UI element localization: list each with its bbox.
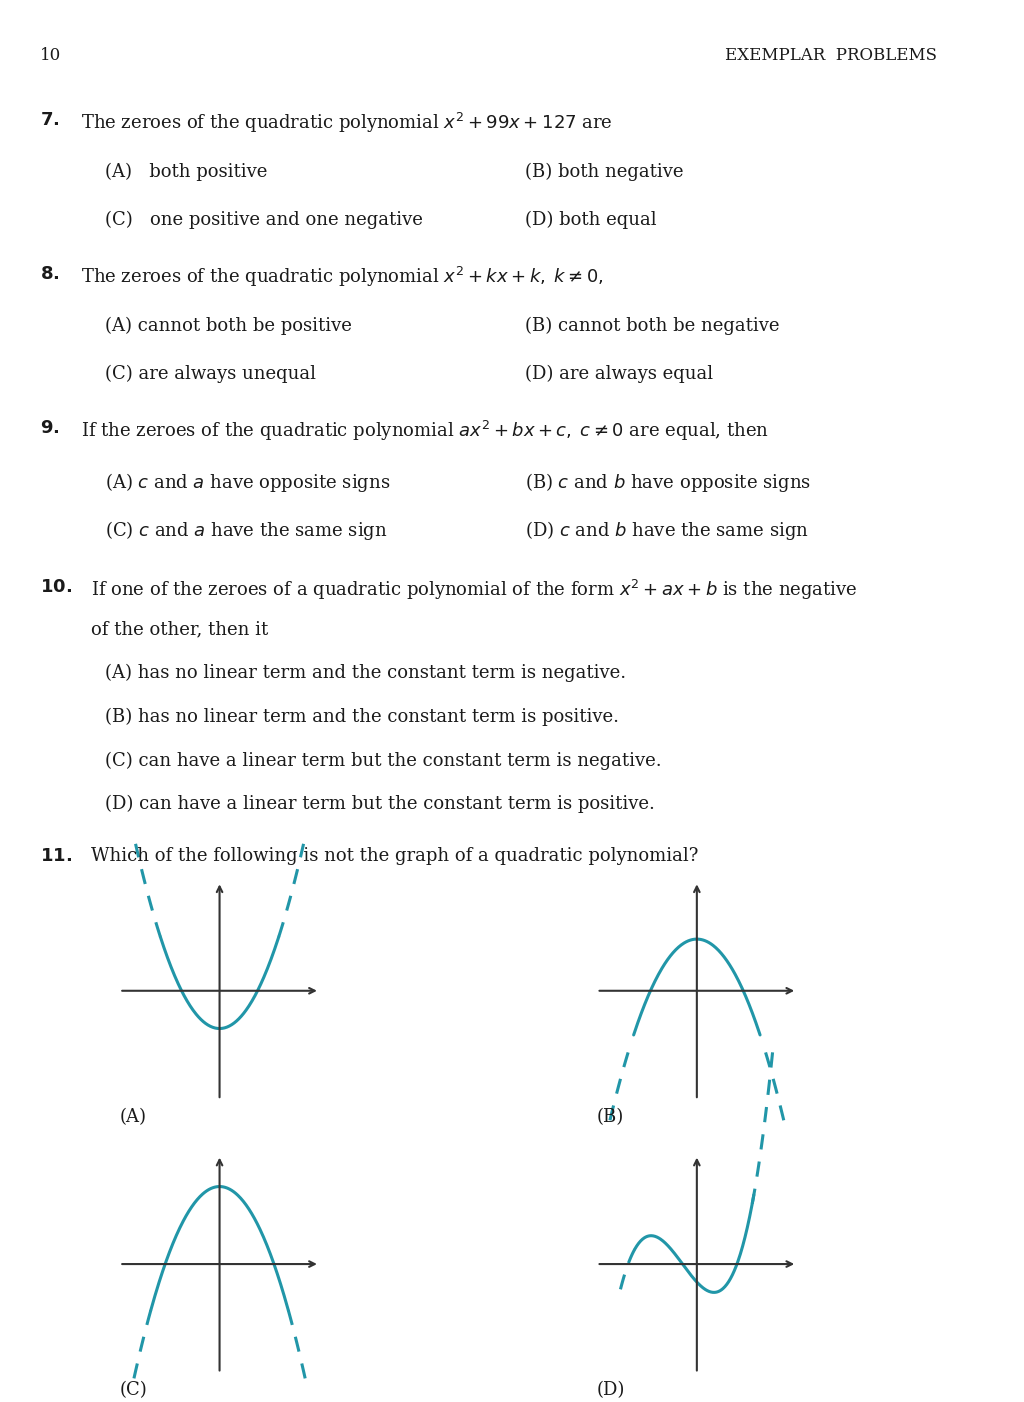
Text: (D) are always equal: (D) are always equal: [525, 365, 713, 383]
Text: (A) has no linear term and the constant term is negative.: (A) has no linear term and the constant …: [105, 663, 626, 683]
Text: (C) $c$ and $a$ have the same sign: (C) $c$ and $a$ have the same sign: [105, 519, 388, 541]
Text: 10: 10: [40, 46, 61, 63]
Text: EXEMPLAR  PROBLEMS: EXEMPLAR PROBLEMS: [725, 46, 937, 63]
Text: $\mathbf{8.}$: $\mathbf{8.}$: [40, 265, 59, 283]
Text: of the other, then it: of the other, then it: [91, 620, 268, 638]
Text: $\mathbf{10.}$: $\mathbf{10.}$: [40, 579, 72, 596]
Text: The zeroes of the quadratic polynomial $x^2 + kx + k,\; k \neq 0,$: The zeroes of the quadratic polynomial $…: [81, 265, 604, 289]
Text: (A) $c$ and $a$ have opposite signs: (A) $c$ and $a$ have opposite signs: [105, 471, 390, 494]
Text: (A)   both positive: (A) both positive: [105, 163, 267, 181]
Text: (D) both equal: (D) both equal: [525, 210, 656, 229]
Text: (D) $c$ and $b$ have the same sign: (D) $c$ and $b$ have the same sign: [525, 519, 809, 541]
Text: $\mathbf{7.}$: $\mathbf{7.}$: [40, 111, 59, 129]
Text: (A) cannot both be positive: (A) cannot both be positive: [105, 317, 352, 335]
Text: (B): (B): [597, 1108, 624, 1126]
Text: $\mathbf{9.}$: $\mathbf{9.}$: [40, 419, 59, 437]
Text: If the zeroes of the quadratic polynomial $ax^2 + bx + c,\; c \neq 0$ are equal,: If the zeroes of the quadratic polynomia…: [81, 419, 769, 443]
Text: (B) cannot both be negative: (B) cannot both be negative: [525, 317, 779, 335]
Text: (D) can have a linear term but the constant term is positive.: (D) can have a linear term but the const…: [105, 795, 655, 813]
Text: (C): (C): [120, 1381, 147, 1399]
Text: (D): (D): [597, 1381, 625, 1399]
Text: (C) are always unequal: (C) are always unequal: [105, 365, 316, 383]
Text: (B) $c$ and $b$ have opposite signs: (B) $c$ and $b$ have opposite signs: [525, 471, 811, 494]
Text: (C) can have a linear term but the constant term is negative.: (C) can have a linear term but the const…: [105, 751, 662, 770]
Text: The zeroes of the quadratic polynomial $x^2 + 99x + 127$ are: The zeroes of the quadratic polynomial $…: [81, 111, 613, 136]
Text: $\mathbf{11.}$: $\mathbf{11.}$: [40, 847, 72, 865]
Text: (C)   one positive and one negative: (C) one positive and one negative: [105, 210, 423, 229]
Text: Which of the following is not the graph of a quadratic polynomial?: Which of the following is not the graph …: [91, 847, 698, 865]
Text: If one of the zeroes of a quadratic polynomial of the form $x^2+ax + b$ is the n: If one of the zeroes of a quadratic poly…: [91, 579, 857, 603]
Text: (B) has no linear term and the constant term is positive.: (B) has no linear term and the constant …: [105, 708, 618, 726]
Text: (A): (A): [120, 1108, 146, 1126]
Text: (B) both negative: (B) both negative: [525, 163, 684, 181]
